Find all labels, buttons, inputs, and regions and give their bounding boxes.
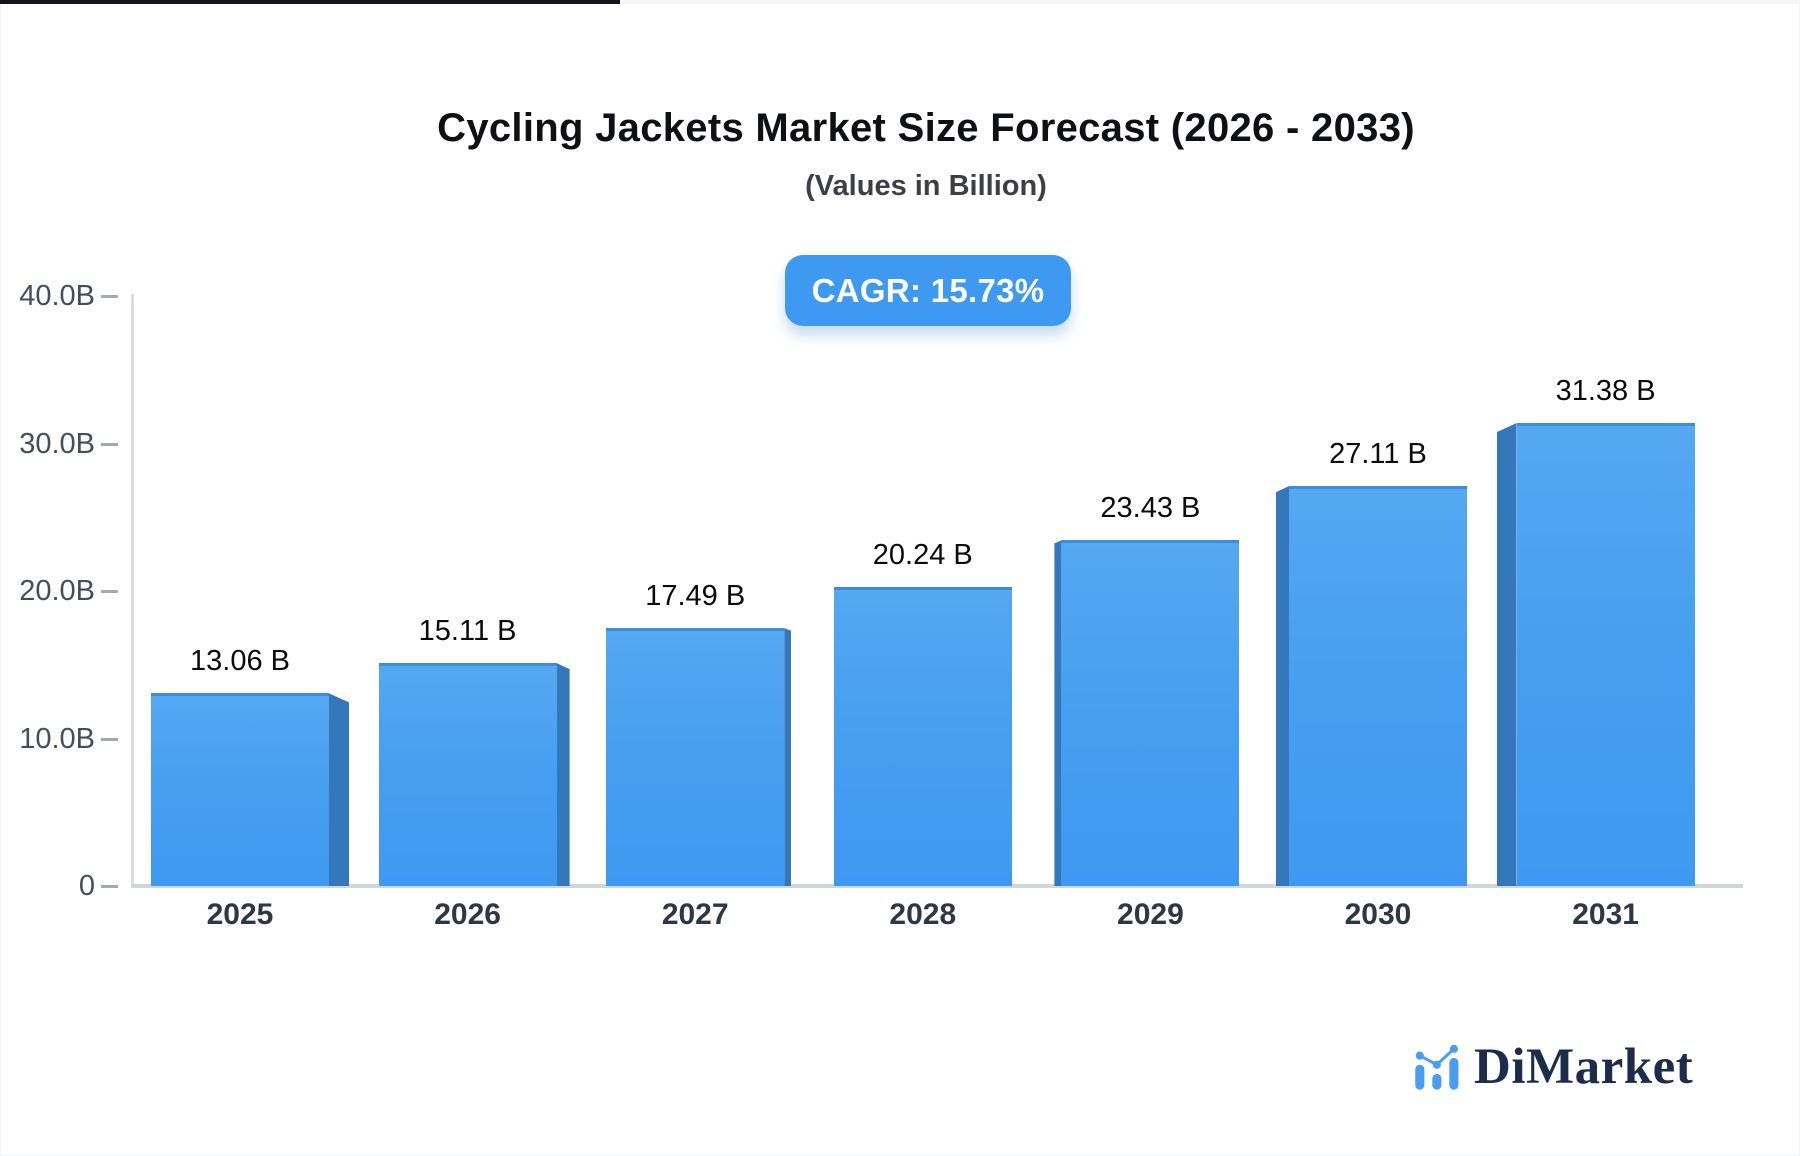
bar-value-label-2026: 15.11 B xyxy=(418,615,517,648)
bar-side-face-2027 xyxy=(784,628,792,886)
bar-2030[interactable] xyxy=(1289,486,1467,886)
bar-side-face-2030 xyxy=(1276,486,1289,886)
y-axis-tick-mark xyxy=(101,295,118,298)
bar-value-label-2031: 31.38 B xyxy=(1555,375,1656,408)
bar-chart-trend-icon xyxy=(1415,1044,1459,1090)
bar-value-label-2029: 23.43 B xyxy=(1100,492,1201,525)
cagr-badge: CAGR: 15.73% xyxy=(785,255,1071,326)
bar-value-label-2027: 17.49 B xyxy=(645,580,746,613)
bar-2027[interactable] xyxy=(606,628,785,886)
top-edge-dark-bar xyxy=(0,0,620,4)
x-axis-label-2031: 2031 xyxy=(1572,898,1639,931)
chart-subtitle: (Values in Billion) xyxy=(805,170,1047,202)
bar-2025[interactable] xyxy=(151,693,329,886)
bar-2031[interactable] xyxy=(1516,423,1695,886)
y-axis-tick-label: 0 xyxy=(78,870,95,902)
y-axis-tick-mark xyxy=(101,442,118,446)
x-axis-label-2030: 2030 xyxy=(1344,898,1412,931)
bar-2026[interactable] xyxy=(378,663,557,886)
bar-value-label-2030: 27.11 B xyxy=(1329,438,1427,471)
y-axis-tick-label: 10.0B xyxy=(19,722,95,755)
x-axis-line xyxy=(131,884,1743,888)
bar-side-face-2031 xyxy=(1496,423,1517,886)
x-axis-label-2027: 2027 xyxy=(661,898,729,931)
y-axis-tick-mark xyxy=(101,885,118,888)
bar-side-face-2025 xyxy=(329,693,349,886)
bar-2029[interactable] xyxy=(1061,540,1240,886)
top-edge-strip xyxy=(0,0,1800,4)
y-axis-tick-mark xyxy=(101,737,118,741)
brand-logo-text: DiMarket xyxy=(1474,1039,1694,1095)
y-axis-tick-label: 40.0B xyxy=(19,280,95,312)
y-axis-tick-label: 20.0B xyxy=(19,575,95,607)
brand-logo: DiMarket xyxy=(1413,1038,1693,1096)
bar-side-face-2026 xyxy=(556,663,570,886)
x-axis-label-2029: 2029 xyxy=(1117,898,1184,931)
chart-title: Cycling Jackets Market Size Forecast (20… xyxy=(437,106,1415,150)
x-axis-label-2028: 2028 xyxy=(889,898,957,931)
y-axis-tick-mark xyxy=(101,590,118,593)
y-axis-line xyxy=(131,294,134,888)
bar-value-label-2028: 20.24 B xyxy=(872,539,973,572)
x-axis-label-2025: 2025 xyxy=(206,898,274,931)
bar-side-face-2029 xyxy=(1054,540,1062,886)
bar-2028[interactable] xyxy=(833,587,1012,886)
x-axis-label-2026: 2026 xyxy=(434,898,501,931)
bar-value-label-2025: 13.06 B xyxy=(190,645,290,678)
y-axis-tick-label: 30.0B xyxy=(19,427,95,460)
